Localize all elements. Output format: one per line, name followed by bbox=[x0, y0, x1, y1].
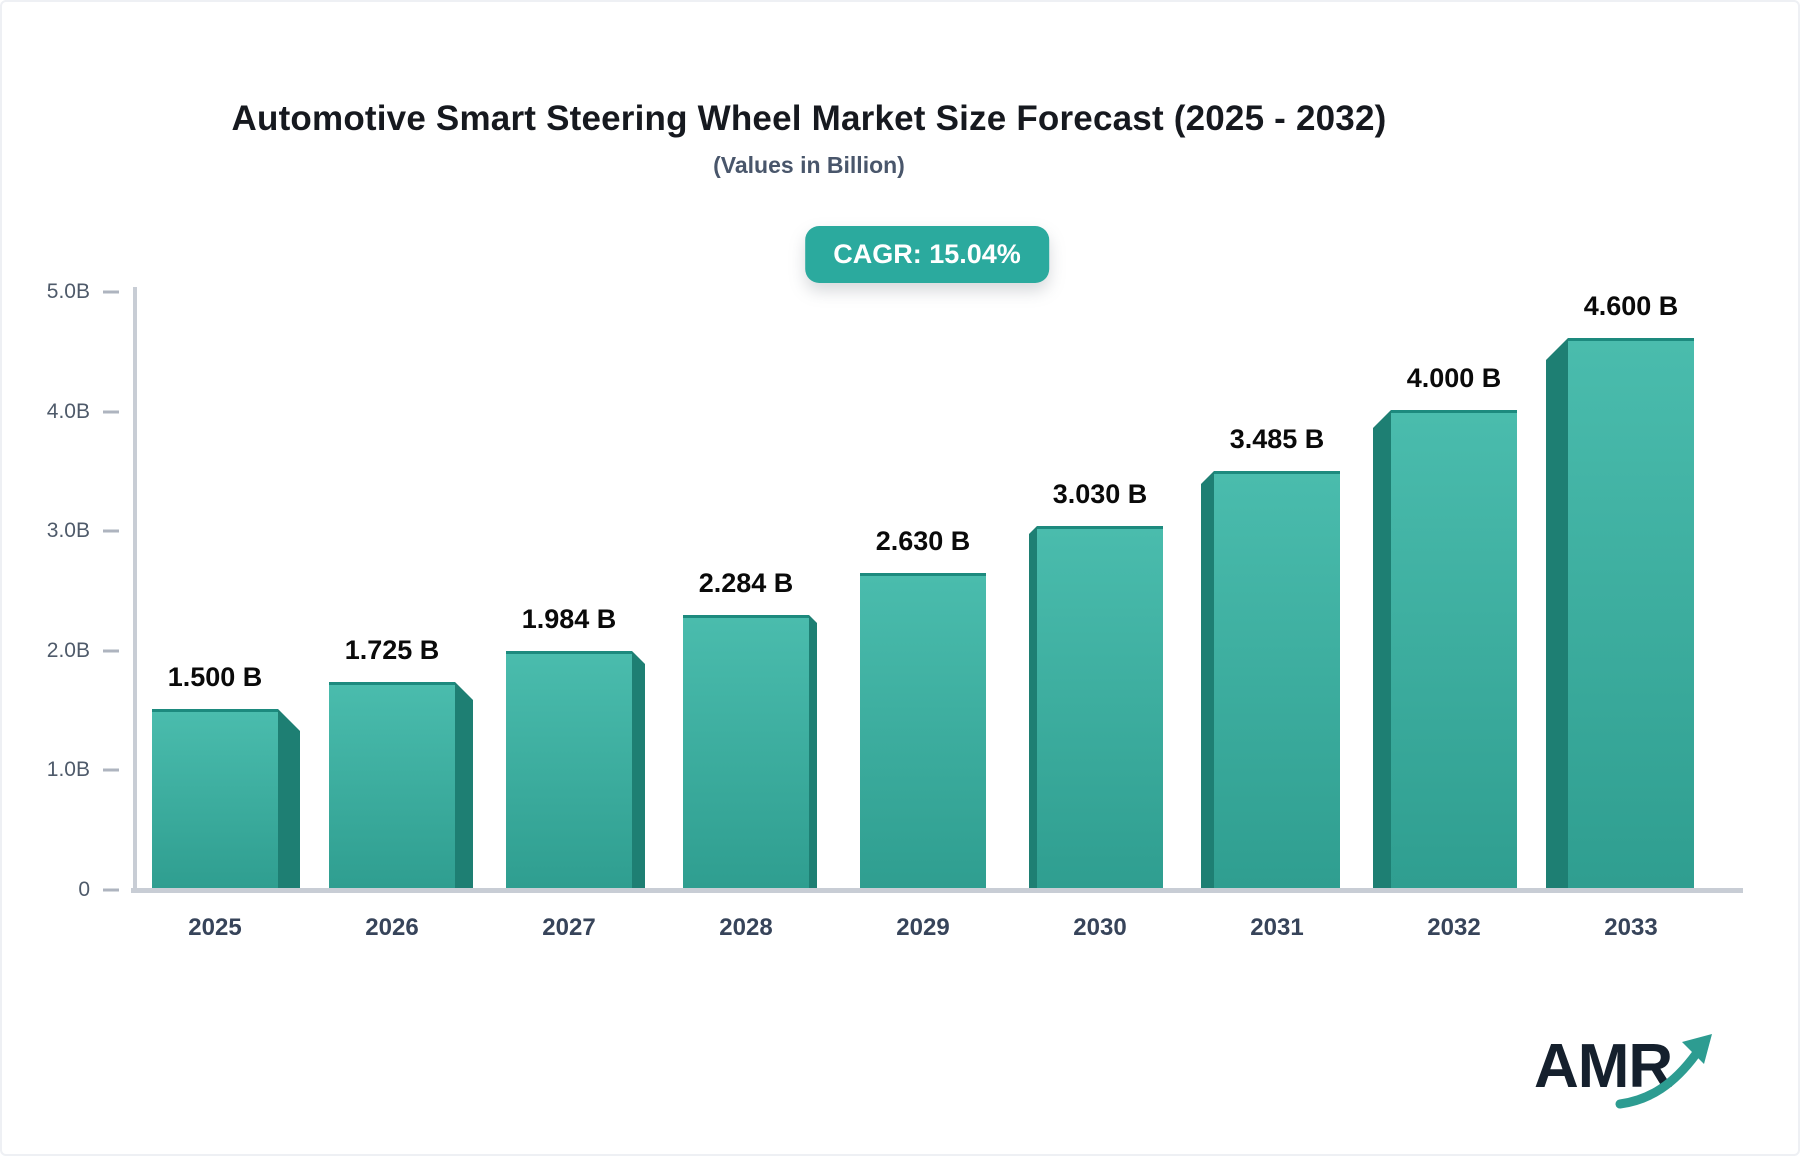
bar-3d-side bbox=[1029, 526, 1037, 888]
x-axis-baseline bbox=[131, 888, 1743, 893]
y-axis-tick-mark bbox=[103, 649, 119, 653]
bar bbox=[329, 682, 455, 888]
y-axis-tick-mark bbox=[103, 410, 119, 414]
bar bbox=[1391, 410, 1517, 888]
bar bbox=[152, 709, 278, 888]
x-axis-tick-label: 2031 bbox=[1250, 914, 1304, 941]
x-axis-tick-label: 2029 bbox=[896, 914, 950, 941]
y-axis-tick-mark bbox=[103, 290, 119, 294]
bar-3d-side bbox=[632, 651, 645, 888]
bar-3d-side bbox=[809, 615, 817, 888]
bar bbox=[1214, 471, 1340, 888]
chart-subtitle: (Values in Billion) bbox=[713, 152, 905, 178]
x-axis-tick-label: 2025 bbox=[188, 914, 242, 941]
bar-3d-side bbox=[1373, 410, 1391, 888]
x-axis-tick-label: 2027 bbox=[542, 914, 596, 941]
y-axis-tick-label: 0 bbox=[78, 878, 90, 901]
bar-3d-side bbox=[278, 709, 300, 888]
bar-value-label: 2.284 B bbox=[698, 568, 794, 598]
bar-value-label: 4.000 B bbox=[1406, 363, 1502, 393]
bar-value-label: 1.984 B bbox=[521, 604, 617, 634]
y-axis-tick-mark bbox=[103, 888, 119, 892]
bar-value-label: 2.630 B bbox=[875, 526, 971, 556]
y-axis-tick-mark bbox=[103, 768, 119, 772]
x-axis-tick-label: 2026 bbox=[365, 914, 419, 941]
x-axis-tick-label: 2032 bbox=[1427, 914, 1481, 941]
page-title: Automotive Smart Steering Wheel Market S… bbox=[231, 99, 1387, 138]
bar-3d-side bbox=[455, 682, 473, 888]
x-axis-tick-label: 2033 bbox=[1604, 914, 1658, 941]
y-axis-tick-label: 2.0B bbox=[46, 638, 90, 662]
growth-arrow-icon bbox=[1615, 1034, 1712, 1109]
bar bbox=[1568, 338, 1694, 888]
bar-3d-side bbox=[1201, 471, 1214, 888]
x-axis-tick-label: 2030 bbox=[1073, 914, 1127, 941]
y-axis-tick-label: 5.0B bbox=[46, 280, 90, 303]
cagr-badge: CAGR: 15.04% bbox=[805, 226, 1049, 283]
y-axis-tick-mark bbox=[103, 529, 119, 533]
bar-3d-side bbox=[1546, 338, 1568, 888]
bar-value-label: 1.725 B bbox=[344, 635, 440, 665]
y-axis-tick-label: 4.0B bbox=[46, 399, 90, 423]
bar-value-label: 3.485 B bbox=[1229, 424, 1325, 454]
bar bbox=[506, 651, 632, 888]
y-axis-tick-label: 3.0B bbox=[46, 519, 90, 543]
bar-value-label: 4.600 B bbox=[1583, 291, 1679, 321]
y-axis-line bbox=[133, 287, 137, 893]
bar bbox=[683, 615, 809, 888]
brand-logo: AMR bbox=[1534, 1028, 1724, 1118]
bar bbox=[1037, 526, 1163, 888]
y-axis-tick-label: 1.0B bbox=[46, 758, 90, 782]
bar-value-label: 1.500 B bbox=[167, 662, 263, 692]
bar-value-label: 3.030 B bbox=[1052, 479, 1148, 509]
brand-logo-text: AMR bbox=[1534, 1032, 1673, 1101]
x-axis-tick-label: 2028 bbox=[719, 914, 773, 941]
bar bbox=[860, 573, 986, 888]
